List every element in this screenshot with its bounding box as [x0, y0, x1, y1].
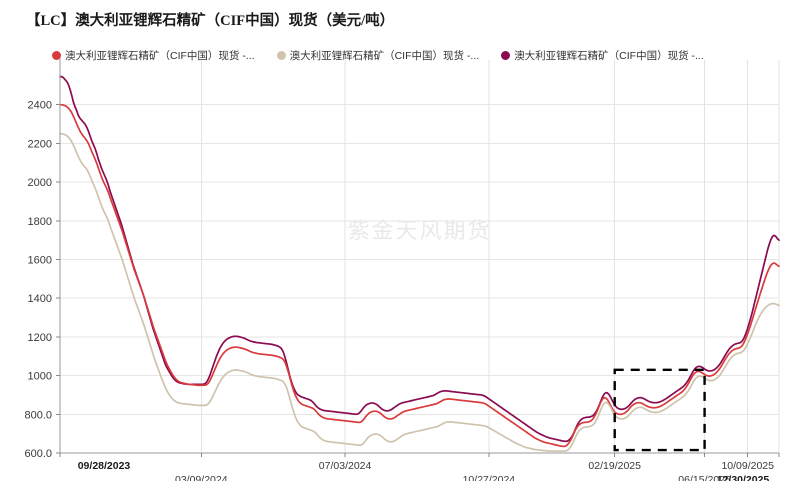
- x-tick-label-6: 10/09/2025: [721, 460, 774, 472]
- watermark: 紫金天风期货: [347, 218, 491, 243]
- grid-lines: [60, 104, 779, 454]
- series-line-1: [59, 103, 780, 448]
- y-tick-label-0: 600.0: [24, 448, 52, 460]
- legend-label-0: 澳大利亚锂辉石精矿（CIF中国）现货 -...: [65, 50, 255, 62]
- series-line-2: [59, 132, 780, 452]
- y-tick-label-7: 2000: [28, 177, 52, 189]
- y-tick-label-9: 2400: [28, 100, 52, 112]
- y-tick-label-5: 1600: [28, 255, 52, 267]
- highlight-region: [613, 368, 706, 452]
- chart-legend: 澳大利亚锂辉石精矿（CIF中国）现货 -... 澳大利亚锂辉石精矿（CIF中国）…: [52, 48, 726, 63]
- series-lines: [59, 75, 780, 452]
- legend-dot-purple: [501, 51, 511, 60]
- x-tick-label-5: 06/15/2025: [678, 474, 731, 481]
- x-axis-tick-labels: 09/28/2023 03/09/2024 07/03/2024 10/27/2024…: [78, 460, 774, 481]
- legend-dot-beige: [276, 51, 286, 60]
- y-tick-label-2: 1000: [28, 371, 52, 383]
- x-tick-label-0: 09/28/2023: [78, 460, 131, 472]
- x-tick-label-1: 03/09/2024: [175, 474, 228, 481]
- y-axis-tick-labels: 600.0 800.0 1000 1200 1400 1600 1800 2000 2200 24…: [24, 100, 52, 460]
- legend-dot-red: [52, 51, 61, 60]
- x-tick-label-2: 07/03/2024: [319, 460, 372, 472]
- y-tick-label-8: 2200: [28, 138, 52, 150]
- y-tick-label-1: 800.0: [24, 409, 52, 421]
- highlight-dashed-rect: [613, 368, 706, 452]
- x-tick-label-3: 10/27/2024: [463, 474, 516, 481]
- legend-item-0[interactable]: 澳大利亚锂辉石精矿（CIF中国）现货 -...: [52, 48, 255, 63]
- legend-label-2: 澳大利亚锂辉石精矿（CIF中国）现货 -...: [514, 50, 704, 62]
- y-tick-label-3: 1200: [28, 332, 52, 344]
- svg-text:紫金天风期货: 紫金天风期货: [347, 218, 491, 243]
- legend-item-2[interactable]: 澳大利亚锂辉石精矿（CIF中国）现货 -...: [501, 48, 704, 63]
- y-tick-label-4: 1400: [28, 293, 52, 305]
- legend-item-1[interactable]: 澳大利亚锂辉石精矿（CIF中国）现货 -...: [276, 48, 480, 63]
- x-tick-label-7: 12/30/2025: [717, 474, 770, 481]
- axes: [56, 58, 780, 457]
- page-title: 【LC】澳大利亚锂辉石精矿（CIF中国）现货（美元/吨）: [26, 13, 395, 29]
- y-tick-label-6: 1800: [28, 216, 52, 228]
- legend-label-1: 澳大利亚锂辉石精矿（CIF中国）现货 -...: [289, 50, 480, 62]
- x-tick-label-4: 02/19/2025: [588, 460, 641, 472]
